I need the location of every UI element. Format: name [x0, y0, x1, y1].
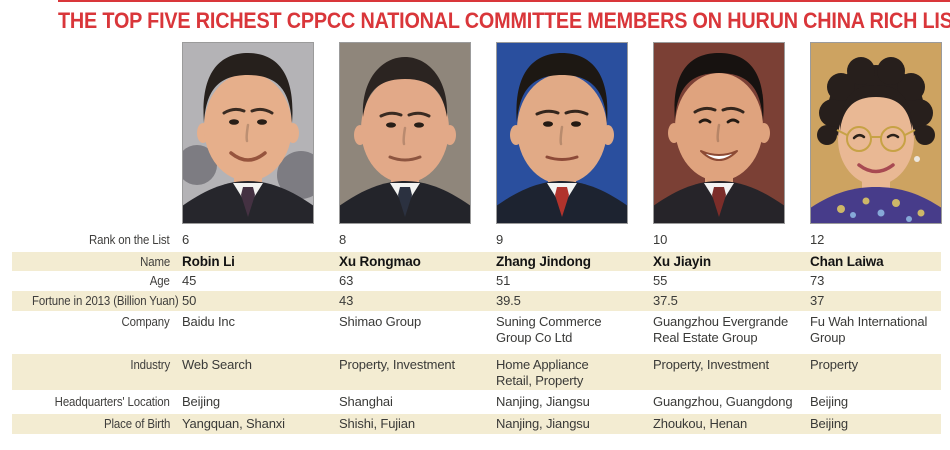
table-row-name: Name Robin Li Xu Rongmao Zhang Jindong X…	[12, 252, 941, 271]
portrait-chan-laiwa	[810, 42, 942, 224]
table-row-company: Company Baidu Inc Shimao Group Suning Co…	[12, 311, 941, 354]
row-label-birthplace: Place of Birth	[103, 416, 170, 431]
table-row-age: Age 45 63 51 55 73	[12, 271, 941, 291]
row-label-fortune: Fortune in 2013 (Billion Yuan)	[31, 293, 179, 308]
cell-industry-xu-rongmao: Property, Investment	[339, 357, 455, 372]
cell-company-robin-li: Baidu Inc	[182, 314, 235, 329]
cell-name-chan-laiwa: Chan Laiwa	[810, 253, 884, 269]
cell-industry-xu-jiayin: Property, Investment	[653, 357, 769, 372]
cell-company-xu-rongmao: Shimao Group	[339, 314, 422, 329]
cell-hq-chan-laiwa: Beijing	[810, 394, 848, 409]
table-row-birthplace: Place of Birth Yangquan, Shanxi Shishi, …	[12, 414, 941, 434]
cell-rank-xu-jiayin: 10	[653, 232, 668, 247]
table-row-industry: Industry Web Search Property, Investment…	[12, 354, 941, 390]
row-label-age: Age	[150, 273, 170, 288]
cell-name-xu-jiayin: Xu Jiayin	[653, 253, 711, 269]
row-label-headquarters: Headquarters' Location	[54, 394, 170, 409]
cell-birth-xu-jiayin: Zhoukou, Henan	[653, 416, 748, 431]
cell-name-robin-li: Robin Li	[182, 253, 235, 269]
cell-hq-xu-jiayin: Guangzhou, Guangdong	[653, 394, 793, 409]
row-label-name: Name	[140, 253, 170, 269]
cell-name-xu-rongmao: Xu Rongmao	[339, 253, 421, 269]
top-accent-rule	[58, 0, 950, 2]
cell-company-xu-jiayin: Guangzhou Evergrande Real Estate Group	[653, 314, 789, 345]
cell-birth-chan-laiwa: Beijing	[810, 416, 848, 431]
portrait-zhang-jindong	[496, 42, 628, 224]
row-label-company: Company	[121, 314, 170, 329]
cell-birth-xu-rongmao: Shishi, Fujian	[339, 416, 415, 431]
portrait-robin-li	[182, 42, 314, 224]
table-row-fortune: Fortune in 2013 (Billion Yuan) 50 43 39.…	[12, 291, 941, 311]
cell-age-chan-laiwa: 73	[810, 273, 825, 288]
portrait-zhang-jindong-art	[497, 43, 627, 223]
cell-fortune-xu-jiayin: 37.5	[653, 293, 678, 308]
rich-list-table: Rank on the List 6 8 9 10 12 Name Robin …	[12, 228, 941, 434]
cell-age-xu-jiayin: 55	[653, 273, 668, 288]
cell-fortune-chan-laiwa: 37	[810, 293, 825, 308]
cell-name-zhang-jindong: Zhang Jindong	[496, 253, 591, 269]
portrait-xu-rongmao-art	[340, 43, 470, 223]
row-label-industry: Industry	[130, 357, 170, 372]
cell-birth-robin-li: Yangquan, Shanxi	[182, 416, 285, 431]
cell-industry-chan-laiwa: Property	[810, 357, 858, 372]
table-row-rank: Rank on the List 6 8 9 10 12	[12, 228, 941, 252]
cell-hq-robin-li: Beijing	[182, 394, 220, 409]
cell-rank-zhang-jindong: 9	[496, 232, 504, 247]
table-row-headquarters: Headquarters' Location Beijing Shanghai …	[12, 390, 941, 414]
portraits-row	[182, 42, 942, 224]
cell-fortune-zhang-jindong: 39.5	[496, 293, 521, 308]
cell-age-robin-li: 45	[182, 273, 197, 288]
cell-age-zhang-jindong: 51	[496, 273, 511, 288]
cell-fortune-xu-rongmao: 43	[339, 293, 354, 308]
cell-hq-zhang-jindong: Nanjing, Jiangsu	[496, 394, 590, 409]
cell-industry-zhang-jindong: Home Appliance Retail, Property	[496, 357, 589, 388]
cell-company-chan-laiwa: Fu Wah International Group	[810, 314, 928, 345]
cell-rank-robin-li: 6	[182, 232, 190, 247]
cell-industry-robin-li: Web Search	[182, 357, 252, 372]
portrait-xu-jiayin	[653, 42, 785, 224]
page-title: THE TOP FIVE RICHEST CPPCC NATIONAL COMM…	[58, 8, 950, 33]
cell-age-xu-rongmao: 63	[339, 273, 354, 288]
portrait-xu-jiayin-art	[654, 43, 784, 223]
cell-fortune-robin-li: 50	[182, 293, 197, 308]
cell-rank-xu-rongmao: 8	[339, 232, 347, 247]
row-label-rank: Rank on the List	[89, 232, 170, 247]
portrait-xu-rongmao	[339, 42, 471, 224]
cell-birth-zhang-jindong: Nanjing, Jiangsu	[496, 416, 590, 431]
cell-company-zhang-jindong: Suning Commerce Group Co Ltd	[496, 314, 602, 345]
cell-rank-chan-laiwa: 12	[810, 232, 825, 247]
portrait-chan-laiwa-art	[811, 43, 941, 223]
portrait-robin-li-art	[183, 43, 313, 223]
cell-hq-xu-rongmao: Shanghai	[339, 394, 393, 409]
